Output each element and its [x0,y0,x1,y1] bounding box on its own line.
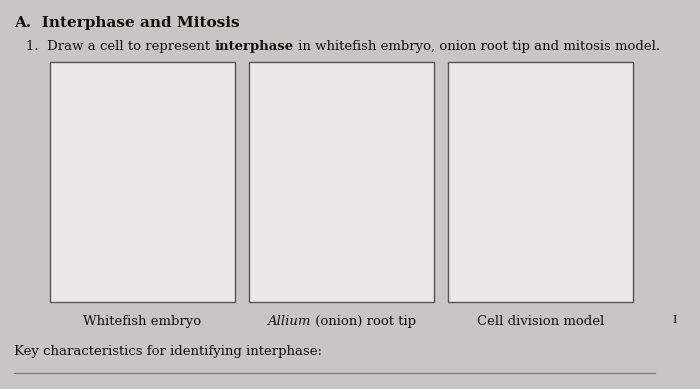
Text: A.  Interphase and Mitosis: A. Interphase and Mitosis [14,16,239,30]
Text: 1.  Draw a cell to represent: 1. Draw a cell to represent [26,40,214,53]
Text: in whitefish embryo, onion root tip and mitosis model.: in whitefish embryo, onion root tip and … [293,40,659,53]
Text: Allium: Allium [267,315,311,328]
Text: Key characteristics for identifying interphase:: Key characteristics for identifying inte… [14,345,322,358]
Text: interphase: interphase [214,40,293,53]
Text: (onion) root tip: (onion) root tip [311,315,416,328]
Text: Whitefish embryo: Whitefish embryo [83,315,202,328]
Bar [249,62,434,302]
Bar [448,62,633,302]
Text: I: I [673,315,678,325]
Text: Cell division model: Cell division model [477,315,604,328]
Bar [50,62,235,302]
